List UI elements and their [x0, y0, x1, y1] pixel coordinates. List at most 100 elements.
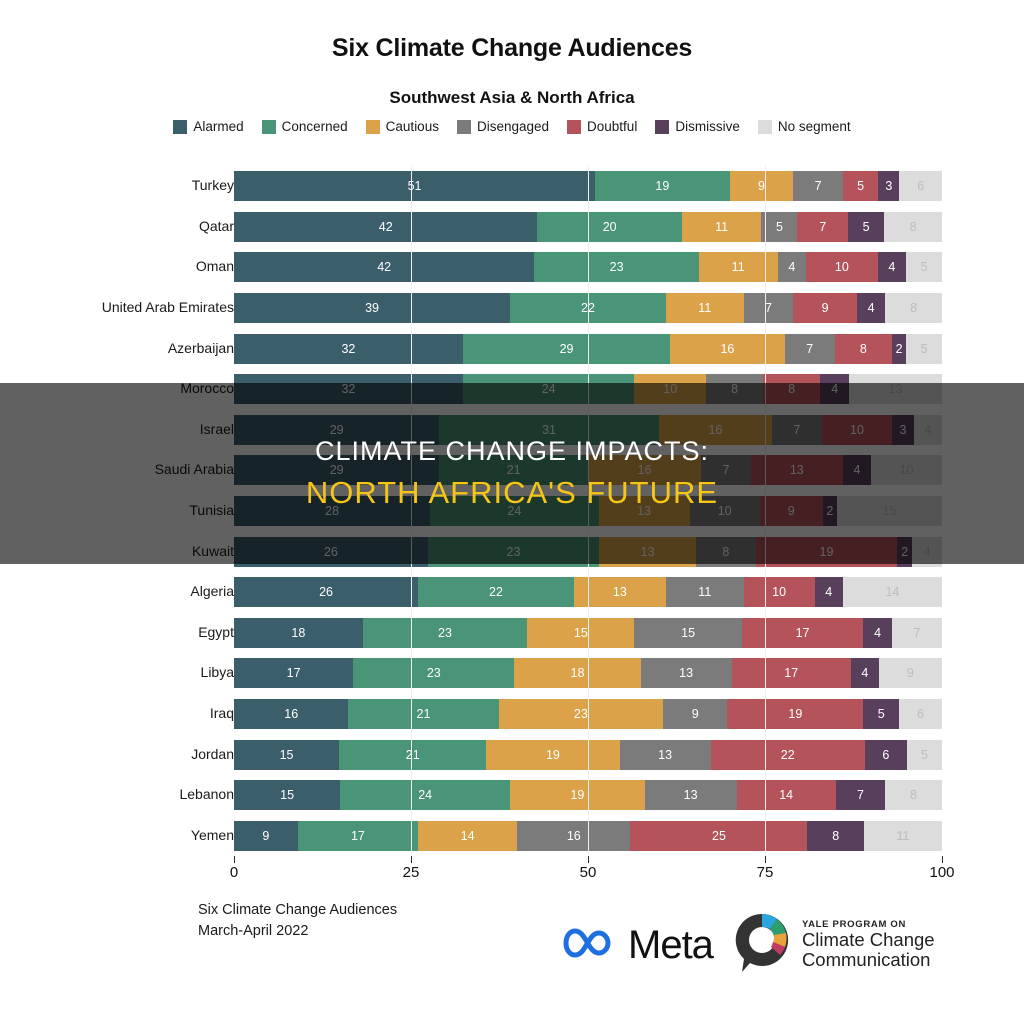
- bar-segment-alarmed[interactable]: 42: [234, 211, 538, 242]
- bar-segment-alarmed[interactable]: 15: [234, 780, 341, 811]
- bar-segment-cautious[interactable]: 11: [681, 211, 762, 242]
- bar-segment-disengaged[interactable]: 7: [793, 171, 843, 202]
- bar-segment-alarmed[interactable]: 16: [234, 698, 349, 729]
- bar-segment-alarmed[interactable]: 17: [234, 658, 354, 689]
- bar-segment-dismissive[interactable]: 4: [850, 658, 879, 689]
- bar-segment-no-segment[interactable]: 9: [878, 658, 942, 689]
- bar-segment-concerned[interactable]: 17: [297, 820, 419, 851]
- bar-segment-disengaged[interactable]: 15: [634, 617, 742, 648]
- bar-segment-cautious[interactable]: 9: [729, 171, 794, 202]
- bar-segment-cautious[interactable]: 19: [510, 780, 645, 811]
- bar-segment-cautious[interactable]: 16: [670, 333, 785, 364]
- bar-row[interactable]: 18 23 15 15 17 4 7: [234, 617, 942, 648]
- bar-segment-disengaged[interactable]: 4: [777, 252, 807, 283]
- bar-segment-no-segment[interactable]: 5: [906, 333, 942, 364]
- bar-segment-no-segment[interactable]: 8: [885, 293, 942, 324]
- bar-segment-disengaged[interactable]: 9: [663, 698, 728, 729]
- bar-row[interactable]: 26 22 13 11 10 4 14: [234, 577, 942, 608]
- bar-segment-doubtful[interactable]: 17: [731, 658, 851, 689]
- bar-segment-alarmed[interactable]: 32: [234, 333, 463, 364]
- bar-segment-dismissive[interactable]: 7: [835, 780, 886, 811]
- bar-segment-dismissive[interactable]: 8: [807, 820, 865, 851]
- bar-segment-cautious[interactable]: 14: [418, 820, 518, 851]
- bar-segment-alarmed[interactable]: 39: [234, 293, 511, 324]
- legend-item-doubtful[interactable]: Doubtful: [567, 119, 637, 134]
- bar-segment-dismissive[interactable]: 4: [877, 252, 907, 283]
- legend-item-alarmed[interactable]: Alarmed: [173, 119, 244, 134]
- bar-row[interactable]: 15 21 19 13 22 6 5: [234, 739, 942, 770]
- bar-segment-dismissive[interactable]: 6: [864, 739, 907, 770]
- bar-segment-dismissive[interactable]: 3: [878, 171, 900, 202]
- bar-segment-concerned[interactable]: 21: [348, 698, 499, 729]
- bar-segment-disengaged[interactable]: 7: [743, 293, 794, 324]
- bar-segment-doubtful[interactable]: 8: [834, 333, 892, 364]
- bar-segment-concerned[interactable]: 21: [339, 739, 487, 770]
- bar-segment-disengaged[interactable]: 5: [761, 211, 798, 242]
- bar-segment-cautious[interactable]: 18: [514, 658, 641, 689]
- legend-item-cautious[interactable]: Cautious: [365, 119, 439, 134]
- legend-item-disengaged[interactable]: Disengaged: [456, 119, 549, 134]
- bar-segment-alarmed[interactable]: 26: [234, 577, 419, 608]
- bar-segment-doubtful[interactable]: 10: [806, 252, 878, 283]
- bar-segment-concerned[interactable]: 23: [353, 658, 515, 689]
- bar-row[interactable]: 51 19 9 7 5 3 6: [234, 171, 942, 202]
- legend-item-dismissive[interactable]: Dismissive: [655, 119, 740, 134]
- bar-segment-doubtful[interactable]: 7: [797, 211, 849, 242]
- bar-segment-no-segment[interactable]: 6: [899, 171, 942, 202]
- bar-segment-concerned[interactable]: 22: [510, 293, 666, 324]
- bar-segment-doubtful[interactable]: 22: [710, 739, 865, 770]
- bar-segment-disengaged[interactable]: 11: [665, 577, 744, 608]
- bar-segment-cautious[interactable]: 13: [573, 577, 666, 608]
- bar-row[interactable]: 42 23 11 4 10 4 5: [234, 252, 942, 283]
- bar-segment-alarmed[interactable]: 42: [234, 252, 535, 283]
- bar-segment-dismissive[interactable]: 5: [863, 698, 900, 729]
- bar-segment-no-segment[interactable]: 14: [842, 577, 942, 608]
- bar-segment-alarmed[interactable]: 15: [234, 739, 340, 770]
- bar-segment-no-segment[interactable]: 8: [885, 780, 942, 811]
- bar-segment-concerned[interactable]: 23: [362, 617, 528, 648]
- bar-row[interactable]: 3922117948: [234, 293, 942, 324]
- bar-row[interactable]: 15 24 19 13 14 7 8: [234, 780, 942, 811]
- bar-segment-dismissive[interactable]: 4: [863, 617, 892, 648]
- bar-segment-concerned[interactable]: 19: [595, 171, 730, 202]
- bar-segment-no-segment[interactable]: 8: [884, 211, 942, 242]
- bar-segment-disengaged[interactable]: 13: [644, 780, 737, 811]
- bar-segment-concerned[interactable]: 20: [537, 211, 682, 242]
- bar-segment-concerned[interactable]: 29: [462, 333, 671, 364]
- bar-segment-no-segment[interactable]: 7: [891, 617, 942, 648]
- bar-segment-disengaged[interactable]: 13: [619, 739, 711, 770]
- legend-item-concerned[interactable]: Concerned: [261, 119, 348, 134]
- bar-segment-dismissive[interactable]: 4: [814, 577, 843, 608]
- bar-row[interactable]: 17 23 18 13 17 4 9: [234, 658, 942, 689]
- bar-segment-no-segment[interactable]: 6: [899, 698, 942, 729]
- bar-segment-no-segment[interactable]: 11: [864, 820, 942, 851]
- bar-segment-doubtful[interactable]: 25: [630, 820, 808, 851]
- bar-segment-concerned[interactable]: 24: [340, 780, 511, 811]
- bar-segment-concerned[interactable]: 23: [534, 252, 699, 283]
- bar-segment-disengaged[interactable]: 16: [517, 820, 631, 851]
- bar-segment-dismissive[interactable]: 5: [848, 211, 885, 242]
- bar-segment-alarmed[interactable]: 51: [234, 171, 596, 202]
- bar-segment-concerned[interactable]: 22: [418, 577, 574, 608]
- bar-segment-disengaged[interactable]: 7: [784, 333, 835, 364]
- bar-segment-cautious[interactable]: 23: [498, 698, 664, 729]
- bar-segment-doubtful[interactable]: 9: [793, 293, 857, 324]
- bar-segment-dismissive[interactable]: 2: [891, 333, 907, 364]
- bar-segment-cautious[interactable]: 15: [527, 617, 635, 648]
- bar-segment-cautious[interactable]: 11: [665, 293, 744, 324]
- bar-row[interactable]: 9 17 14 16 25 8 11: [234, 820, 942, 851]
- bar-segment-doubtful[interactable]: 10: [743, 577, 815, 608]
- bar-row[interactable]: 42 20 11 5 7 5 8: [234, 211, 942, 242]
- bar-segment-doubtful[interactable]: 17: [741, 617, 864, 648]
- bar-segment-no-segment[interactable]: 5: [906, 252, 942, 283]
- bar-row[interactable]: 16 21 23 9 19 5 6: [234, 698, 942, 729]
- bar-segment-doubtful[interactable]: 5: [842, 171, 879, 202]
- bar-segment-doubtful[interactable]: 14: [736, 780, 836, 811]
- bar-segment-no-segment[interactable]: 5: [906, 739, 942, 770]
- bar-segment-alarmed[interactable]: 9: [234, 820, 298, 851]
- bar-segment-cautious[interactable]: 19: [486, 739, 620, 770]
- legend-item-no-segment[interactable]: No segment: [757, 119, 851, 134]
- bar-segment-disengaged[interactable]: 13: [640, 658, 732, 689]
- bar-segment-cautious[interactable]: 11: [698, 252, 778, 283]
- bar-segment-doubtful[interactable]: 19: [727, 698, 864, 729]
